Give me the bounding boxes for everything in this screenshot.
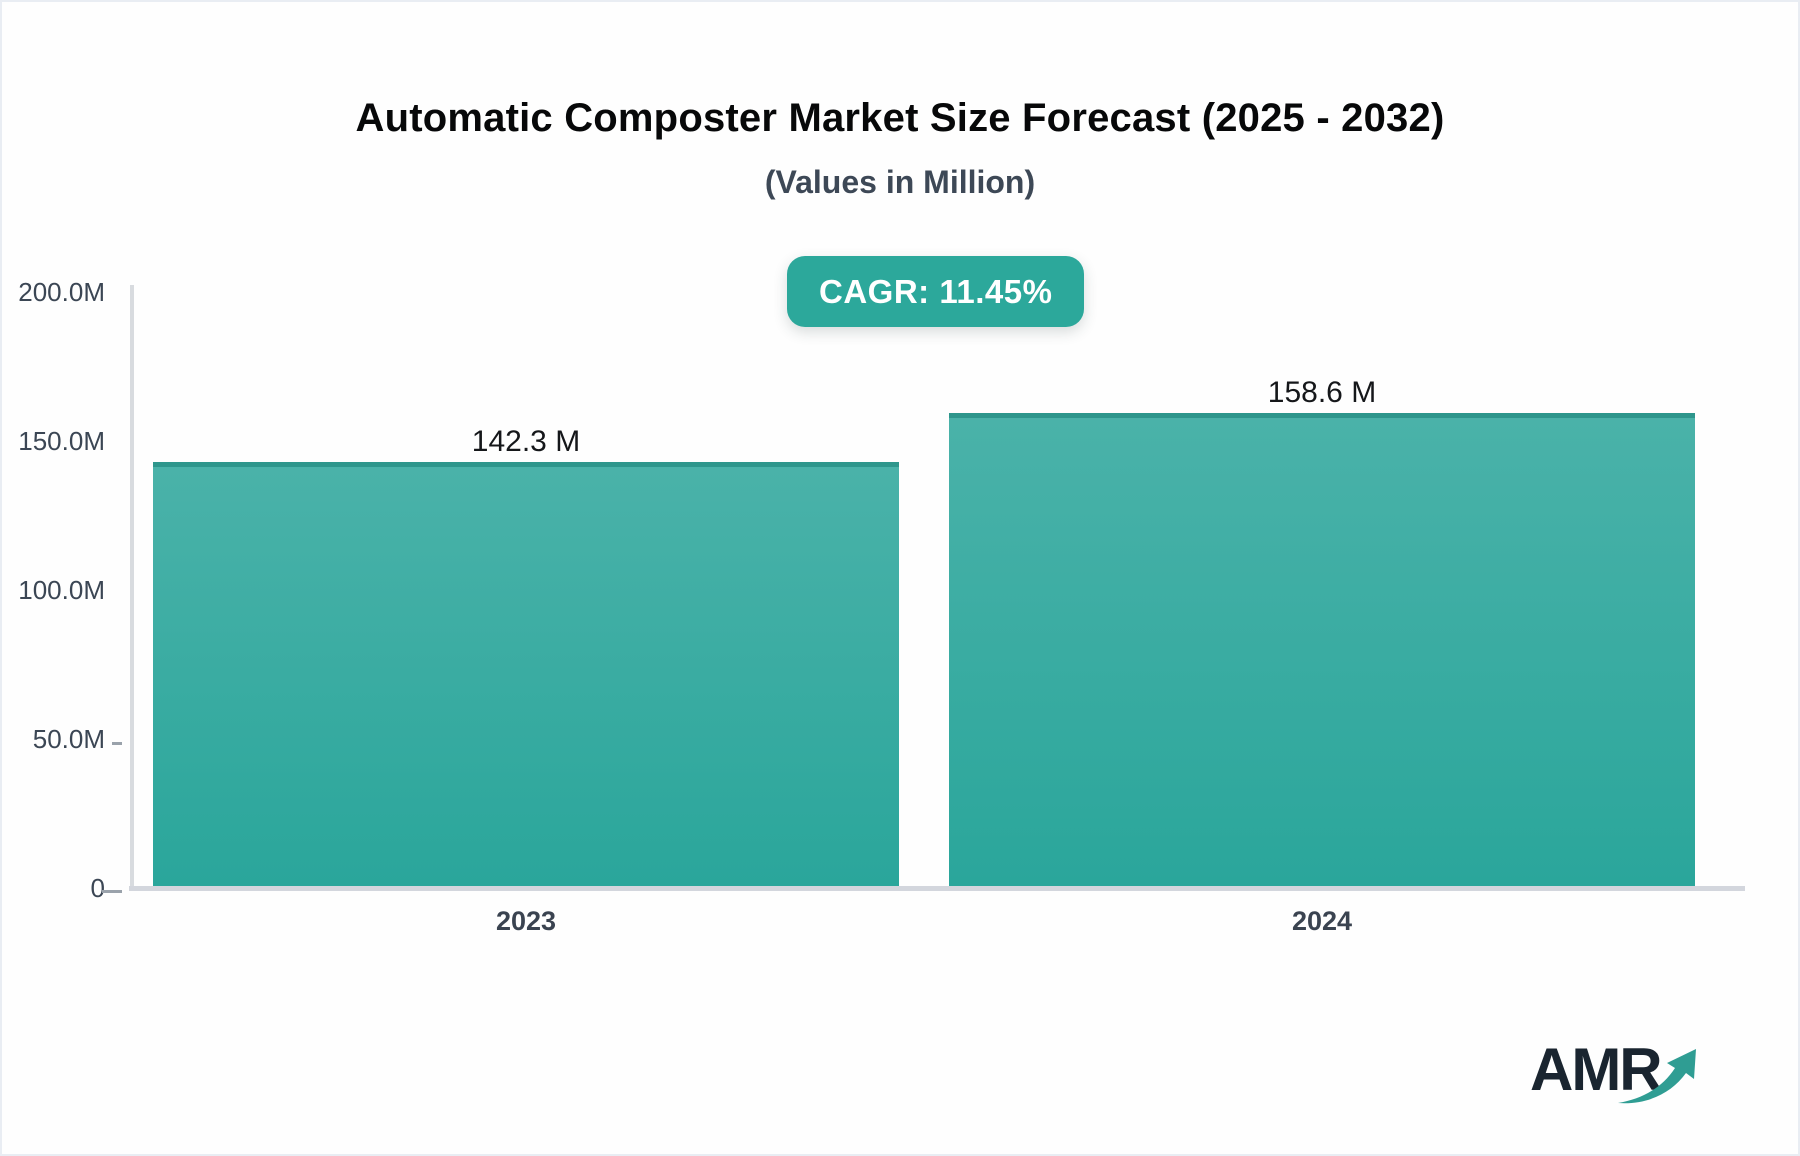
- y-axis-tick-label-0: 0: [90, 873, 105, 903]
- x-axis-label-2023: 2023: [495, 906, 557, 936]
- cagr-badge: CAGR: 11.45%: [787, 256, 1085, 327]
- chart-title: Automatic Composter Market Size Forecast…: [355, 96, 1445, 140]
- y-axis-tick-mark-50: [112, 742, 122, 745]
- x-axis-label-2024: 2024: [1291, 906, 1353, 936]
- y-axis-tick-label-50: 50.0M: [32, 724, 105, 754]
- bar-2023: [153, 461, 899, 886]
- amr-logo-text: AMR: [1530, 1036, 1663, 1103]
- y-axis-tick-label-200: 200.0M: [18, 277, 105, 307]
- bar-2024: [949, 413, 1695, 886]
- y-axis-tick-label-150: 150.0M: [18, 426, 105, 456]
- y-axis-tick-label-100: 100.0M: [18, 575, 105, 605]
- growth-arrow-icon: [1618, 1049, 1696, 1104]
- y-axis-tick-mark-0: [102, 890, 122, 893]
- bar-value-label-2024: 158.6 M: [1267, 376, 1377, 410]
- amr-logo: AMR: [1530, 1040, 1710, 1110]
- chart-subtitle: (Values in Million): [764, 164, 1036, 200]
- bar-value-label-2023: 142.3 M: [471, 424, 581, 458]
- x-axis-line: [129, 886, 1745, 891]
- y-axis-line: [130, 285, 134, 891]
